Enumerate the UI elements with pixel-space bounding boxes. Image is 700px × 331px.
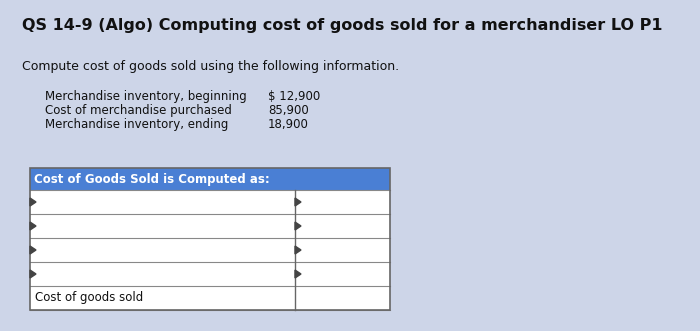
Bar — [30, 168, 390, 190]
Text: Cost of merchandise purchased: Cost of merchandise purchased — [45, 104, 232, 117]
Text: 18,900: 18,900 — [268, 118, 309, 131]
Text: Cost of goods sold: Cost of goods sold — [35, 292, 144, 305]
Polygon shape — [295, 246, 301, 254]
Text: $ 12,900: $ 12,900 — [268, 90, 321, 103]
Polygon shape — [30, 246, 36, 254]
Text: Merchandise inventory, ending: Merchandise inventory, ending — [45, 118, 228, 131]
Text: Cost of Goods Sold is Computed as:: Cost of Goods Sold is Computed as: — [34, 172, 270, 185]
Text: QS 14-9 (Algo) Computing cost of goods sold for a merchandiser LO P1: QS 14-9 (Algo) Computing cost of goods s… — [22, 18, 662, 33]
Bar — [30, 168, 390, 310]
Polygon shape — [30, 222, 36, 230]
Text: Compute cost of goods sold using the following information.: Compute cost of goods sold using the fol… — [22, 60, 399, 73]
Polygon shape — [30, 270, 36, 278]
Polygon shape — [295, 222, 301, 230]
Polygon shape — [30, 198, 36, 206]
Bar — [30, 190, 390, 310]
Text: Merchandise inventory, beginning: Merchandise inventory, beginning — [45, 90, 246, 103]
Polygon shape — [295, 270, 301, 278]
Polygon shape — [295, 198, 301, 206]
Text: 85,900: 85,900 — [268, 104, 309, 117]
